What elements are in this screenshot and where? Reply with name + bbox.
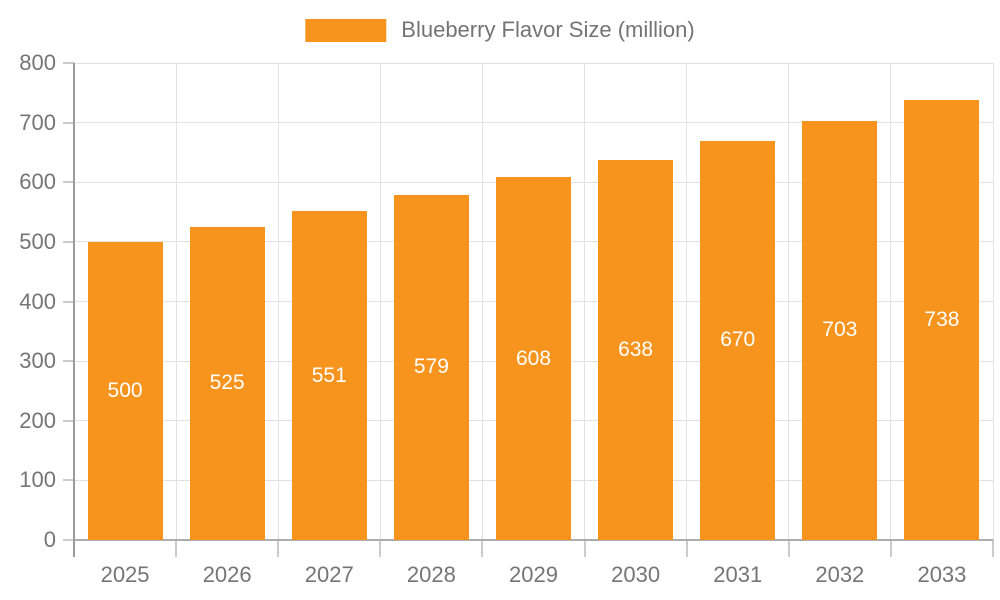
plot-area: 0 100 200 300 400 500 600 700 800 500 2025 525 2026 5…: [19, 50, 994, 587]
bar: [904, 99, 980, 540]
y-axis-tick: [63, 62, 74, 64]
bar-value-label: 703: [822, 318, 858, 342]
x-axis-label: 2033: [917, 562, 967, 587]
bar: [496, 177, 571, 540]
x-axis-tick: [379, 540, 382, 557]
bar: [87, 241, 163, 540]
v-gridline: [277, 63, 279, 540]
h-gridline: [74, 62, 993, 64]
bar: [700, 140, 776, 540]
y-axis-tick: [63, 121, 74, 124]
y-axis-line: [73, 63, 75, 557]
bar: [189, 226, 265, 540]
x-axis-label: 2029: [509, 562, 558, 587]
x-axis-line: [74, 539, 993, 541]
legend-series-label: Blueberry Flavor Size (million): [401, 17, 695, 42]
y-axis-label: 0: [43, 527, 56, 552]
y-axis-label: 500: [19, 228, 56, 254]
bar-value-label: 738: [924, 307, 960, 331]
v-gridline: [379, 63, 381, 540]
bar-value-label: 608: [515, 346, 552, 370]
x-axis-label: 2025: [100, 562, 150, 587]
x-axis-tick: [889, 540, 892, 557]
legend-swatch: [305, 18, 387, 42]
x-axis-tick: [787, 540, 790, 557]
x-axis-label: 2032: [815, 562, 865, 587]
x-axis-tick: [685, 540, 688, 557]
x-axis-label: 2027: [304, 562, 354, 587]
y-axis-tick: [63, 300, 74, 303]
bar-value-label: 500: [107, 378, 143, 402]
x-axis-tick: [277, 540, 280, 557]
y-axis-tick: [63, 181, 74, 184]
y-axis-tick: [63, 240, 74, 243]
y-axis-tick: [63, 539, 74, 541]
y-axis-label: 100: [19, 467, 56, 493]
x-axis-tick: [583, 540, 586, 557]
x-axis-label: 2031: [713, 562, 763, 587]
y-axis-label: 300: [19, 348, 56, 374]
x-axis-label: 2028: [406, 562, 456, 587]
x-axis-tick: [481, 540, 484, 557]
y-axis-label: 200: [19, 407, 56, 433]
bar: [598, 159, 674, 540]
v-gridline: [992, 63, 994, 540]
x-axis-label: 2026: [202, 562, 252, 587]
x-axis-label: 2030: [611, 562, 661, 587]
v-gridline: [890, 63, 892, 540]
bar-value-label: 525: [209, 371, 245, 395]
bar-value-label: 638: [618, 337, 654, 361]
bar: [802, 120, 878, 540]
v-gridline: [175, 63, 177, 540]
legend[interactable]: Blueberry Flavor Size (million): [305, 17, 695, 43]
v-gridline: [584, 63, 586, 540]
y-axis-label: 700: [19, 109, 56, 135]
bar-value-label: 670: [720, 328, 756, 352]
y-axis-label: 600: [19, 169, 56, 195]
y-axis-tick: [63, 419, 74, 422]
v-gridline: [481, 63, 483, 540]
x-axis-tick: [992, 540, 994, 557]
y-axis-label: 800: [19, 50, 56, 75]
y-axis-tick: [63, 479, 74, 482]
bar-value-label: 551: [311, 363, 347, 387]
h-gridline: [74, 122, 993, 124]
y-axis-label: 400: [19, 288, 56, 314]
bar: [393, 194, 469, 540]
v-gridline: [686, 63, 688, 540]
bar-value-label: 579: [413, 355, 449, 379]
y-axis-tick: [63, 360, 74, 363]
v-gridline: [788, 63, 790, 540]
bar: [291, 211, 367, 540]
x-axis-tick: [175, 540, 178, 557]
